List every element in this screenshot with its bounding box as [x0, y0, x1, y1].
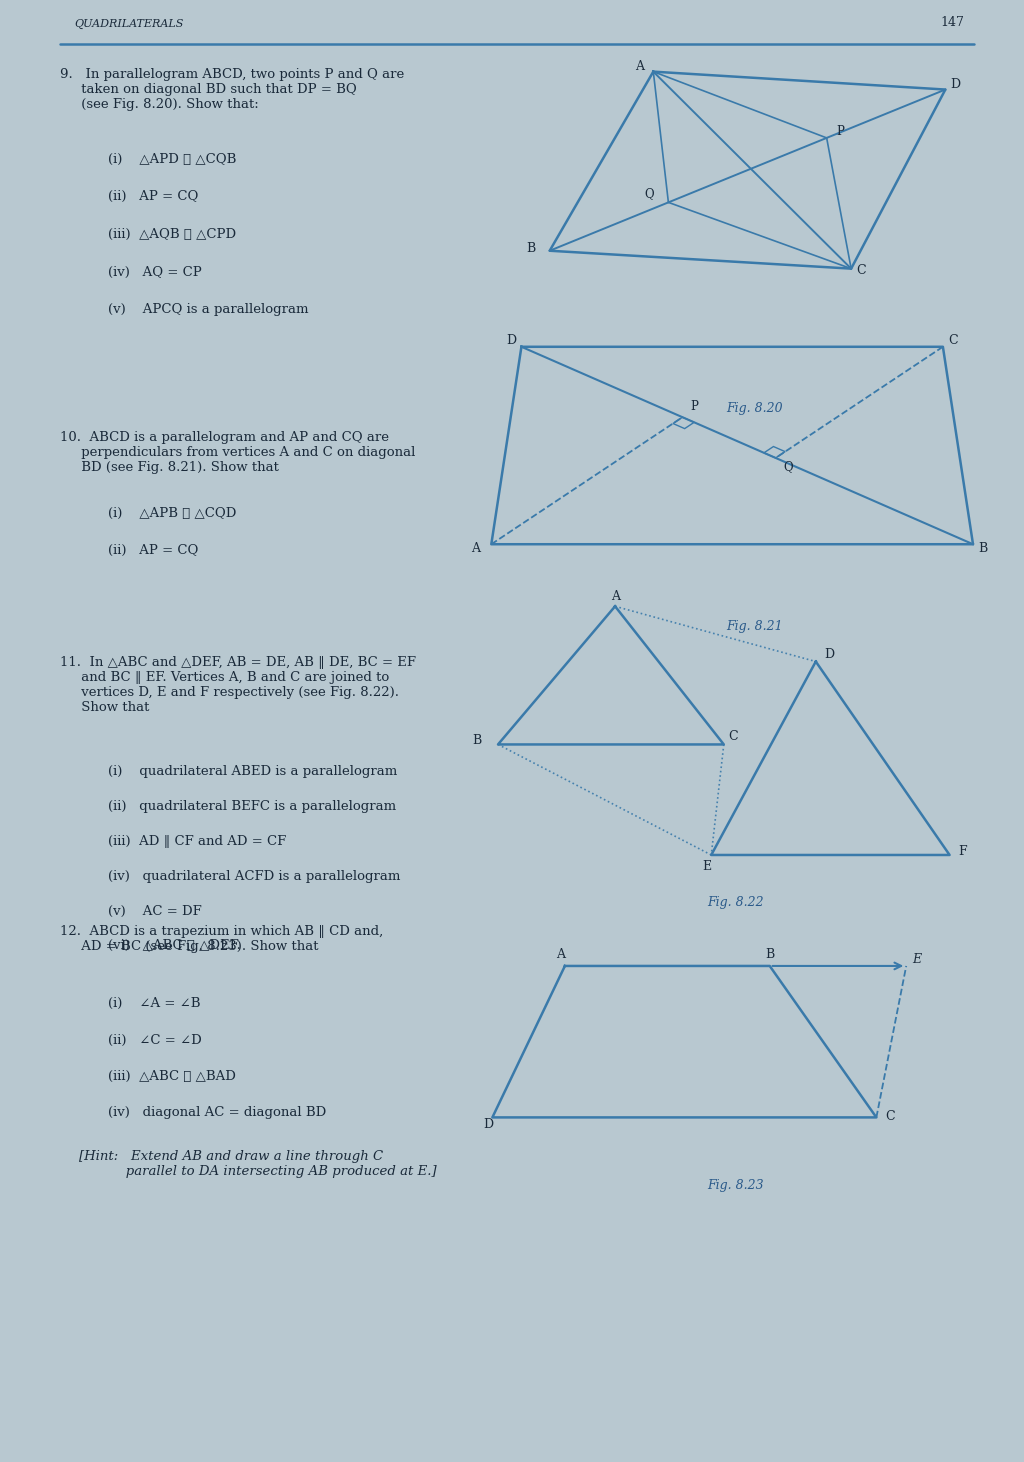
Text: D: D: [506, 335, 516, 346]
Text: P: P: [690, 401, 698, 414]
Text: QUADRILATERALS: QUADRILATERALS: [75, 19, 183, 29]
Text: (i)    ∠A = ∠B: (i) ∠A = ∠B: [108, 997, 200, 1010]
Text: (i)    △APD ≅ △CQB: (i) △APD ≅ △CQB: [108, 152, 236, 165]
Text: 10.  ABCD is a parallelogram and AP and CQ are
     perpendiculars from vertices: 10. ABCD is a parallelogram and AP and C…: [60, 431, 416, 474]
Text: (iv)   quadrilateral ACFD is a parallelogram: (iv) quadrilateral ACFD is a parallelogr…: [108, 870, 400, 883]
Text: E: E: [702, 860, 712, 873]
Text: C: C: [856, 263, 865, 276]
Text: (ii)   ∠C = ∠D: (ii) ∠C = ∠D: [108, 1034, 202, 1047]
Text: Q: Q: [645, 187, 654, 200]
Text: A: A: [635, 60, 644, 73]
Text: [Hint:   Extend AB and draw a line through C
           parallel to DA intersect: [Hint: Extend AB and draw a line through…: [79, 1149, 436, 1178]
Text: D: D: [950, 79, 961, 91]
Text: (iii)  △AQB ≅ △CPD: (iii) △AQB ≅ △CPD: [108, 228, 236, 241]
Text: (ii)   quadrilateral BEFC is a parallelogram: (ii) quadrilateral BEFC is a parallelogr…: [108, 800, 395, 813]
Text: 147: 147: [941, 16, 965, 29]
Text: A: A: [471, 542, 480, 556]
Text: (ii)   AP = CQ: (ii) AP = CQ: [108, 544, 198, 557]
Text: (iii)  △ABC ≅ △BAD: (iii) △ABC ≅ △BAD: [108, 1070, 236, 1083]
Text: Fig. 8.20: Fig. 8.20: [727, 402, 783, 415]
Text: B: B: [472, 734, 481, 747]
Text: (iv)   AQ = CP: (iv) AQ = CP: [108, 266, 202, 279]
Text: D: D: [483, 1118, 494, 1132]
Text: D: D: [824, 649, 835, 661]
Text: A: A: [556, 947, 565, 961]
Text: C: C: [948, 335, 957, 346]
Text: (v)    APCQ is a parallelogram: (v) APCQ is a parallelogram: [108, 304, 308, 316]
Text: (ii)   AP = CQ: (ii) AP = CQ: [108, 190, 198, 203]
Text: 11.  In △ABC and △DEF, AB = DE, AB ‖ DE, BC = EF
     and BC ‖ EF. Vertices A, B: 11. In △ABC and △DEF, AB = DE, AB ‖ DE, …: [60, 656, 416, 715]
Text: B: B: [765, 947, 774, 961]
Text: (iv)   diagonal AC = diagonal BD: (iv) diagonal AC = diagonal BD: [108, 1107, 326, 1120]
Text: Fig. 8.23: Fig. 8.23: [708, 1178, 764, 1192]
Text: (vi)   △ABC ≅ △DEF.: (vi) △ABC ≅ △DEF.: [108, 939, 241, 952]
Text: (iii)  AD ‖ CF and AD = CF: (iii) AD ‖ CF and AD = CF: [108, 835, 286, 848]
Text: C: C: [728, 730, 737, 743]
Text: Q: Q: [783, 461, 793, 474]
Text: (i)    △APB ≅ △CQD: (i) △APB ≅ △CQD: [108, 507, 236, 519]
Text: P: P: [836, 126, 844, 139]
Text: A: A: [610, 591, 620, 604]
Text: 12.  ABCD is a trapezium in which AB ‖ CD and,
     AD = BC (see Fig. 8.23). Sho: 12. ABCD is a trapezium in which AB ‖ CD…: [60, 925, 383, 953]
Text: 9.   In parallelogram ABCD, two points P and Q are
     taken on diagonal BD suc: 9. In parallelogram ABCD, two points P a…: [60, 69, 404, 111]
Text: C: C: [885, 1110, 895, 1123]
Text: B: B: [978, 542, 987, 556]
Text: Fig. 8.22: Fig. 8.22: [708, 896, 764, 909]
Text: E: E: [912, 953, 922, 966]
Text: Fig. 8.21: Fig. 8.21: [727, 620, 783, 633]
Text: B: B: [526, 243, 536, 254]
Text: F: F: [957, 845, 967, 858]
Text: (i)    quadrilateral ABED is a parallelogram: (i) quadrilateral ABED is a parallelogra…: [108, 765, 397, 778]
Text: (v)    AC = DF: (v) AC = DF: [108, 905, 202, 918]
